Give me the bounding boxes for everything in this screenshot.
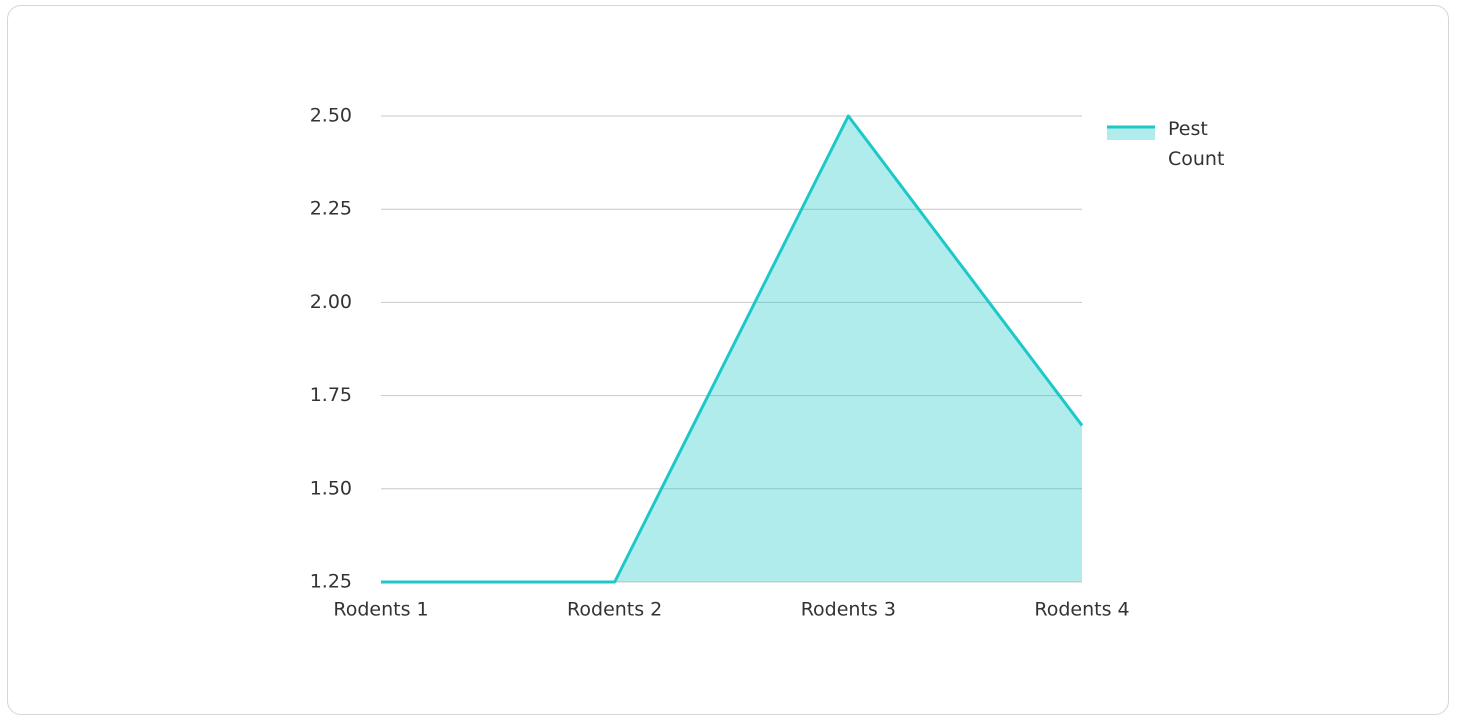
legend-label: Pest Count [1168,118,1225,170]
y-tick-label: 1.25 [310,571,352,593]
y-tick-label: 2.25 [310,198,352,220]
y-tick-label: 2.00 [310,291,352,313]
line [381,114,1084,584]
x-tick-label: Rodents 2 [567,599,662,621]
y-tick-label: 1.75 [310,384,352,406]
y-tick-label: 1.50 [310,477,352,499]
y-tick-label: 2.50 [310,105,352,127]
x-tick-label: Rodents 4 [1034,599,1129,621]
x-tick-label: Rodents 3 [801,599,896,621]
legend-swatch-fill [1107,127,1155,140]
x-tick-label: Rodents 1 [333,599,428,621]
